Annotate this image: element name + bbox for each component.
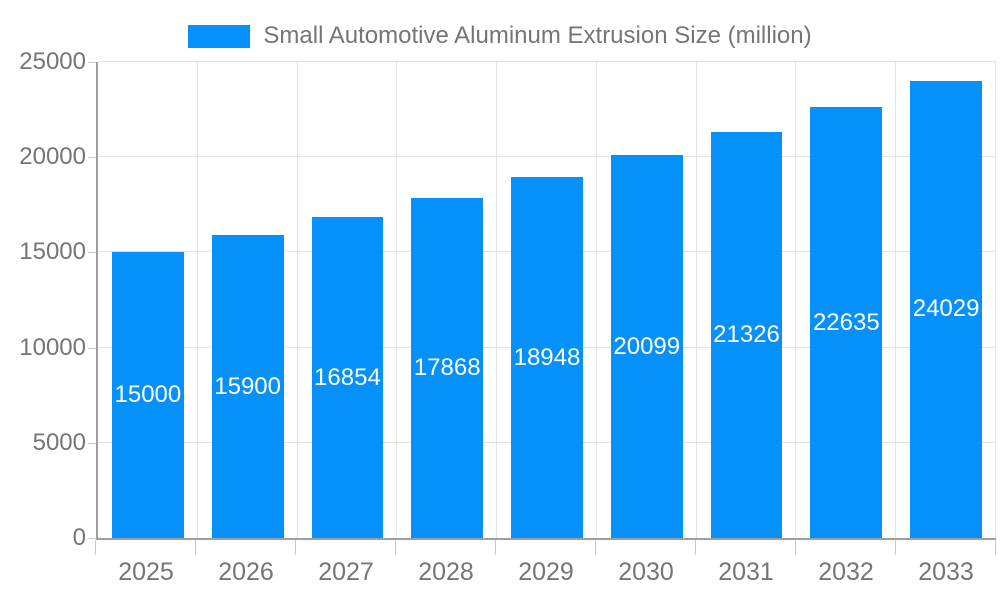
x-axis-label: 2029 [518, 558, 574, 586]
x-axis-tick [795, 540, 796, 555]
bar-slot: 15900 [198, 62, 298, 538]
x-axis-tick [695, 540, 696, 555]
grid-line-vertical [496, 62, 498, 538]
y-axis-label: 10000 [19, 333, 86, 361]
bar-value-label: 17868 [413, 353, 481, 381]
grid-line-vertical [396, 62, 398, 538]
bar[interactable]: 24029 [910, 80, 983, 538]
y-axis-label: 25000 [19, 48, 86, 75]
grid-line-vertical [995, 62, 996, 538]
grid-line-horizontal [98, 61, 996, 62]
bar[interactable]: 15900 [211, 235, 284, 538]
x-axis-tick [595, 540, 596, 555]
x-axis-label: 2033 [918, 558, 974, 586]
x-axis-label: 2028 [418, 558, 474, 586]
x-axis-label: 2030 [618, 558, 674, 586]
bar[interactable]: 21326 [710, 131, 783, 538]
x-axis-tick [95, 540, 96, 555]
bar-value-label: 24029 [912, 295, 980, 323]
bar-slot: 24029 [896, 62, 996, 538]
bar-value-label: 21326 [713, 320, 780, 348]
grid-line-vertical [895, 62, 897, 538]
y-axis-label: 0 [72, 524, 86, 551]
bar[interactable]: 15000 [111, 252, 184, 538]
grid-line-vertical [296, 62, 298, 538]
y-axis-label: 5000 [32, 428, 86, 456]
bar-slot: 18948 [497, 62, 597, 538]
y-axis-tick [88, 62, 96, 63]
grid-line-vertical [795, 62, 797, 538]
grid-line-vertical [196, 62, 198, 538]
x-axis-tick [295, 540, 296, 555]
grid-line-vertical [595, 62, 597, 538]
bar-value-label: 16854 [314, 363, 381, 391]
y-axis-tick [88, 442, 96, 444]
bar[interactable]: 18948 [511, 177, 583, 538]
y-axis-label: 20000 [19, 143, 86, 171]
y-axis-tick [88, 157, 96, 159]
legend-item[interactable]: Small Automotive Aluminum Extrusion Size… [0, 22, 1000, 50]
x-axis-label: 2027 [318, 558, 374, 586]
bar-slot: 21326 [697, 62, 797, 538]
x-axis-label: 2025 [118, 558, 174, 586]
legend-swatch-icon [188, 24, 251, 48]
bar-slot: 15000 [98, 62, 198, 538]
y-axis-tick [88, 538, 96, 539]
bar[interactable]: 17868 [411, 197, 484, 538]
bar-value-label: 15900 [214, 372, 282, 400]
bar[interactable]: 20099 [610, 155, 683, 538]
plot-area: 15000 15900 16854 17868 18948 20099 21326 22635… [96, 61, 996, 540]
x-axis-tick [195, 540, 196, 555]
legend-label: Small Automotive Aluminum Extrusion Size… [263, 22, 812, 49]
bar-slot: 20099 [597, 62, 697, 538]
x-axis-tick [395, 540, 396, 555]
y-axis-tick [88, 252, 96, 254]
x-axis-tick [995, 540, 996, 555]
bar-slot: 17868 [397, 62, 497, 538]
grid-line-horizontal [98, 156, 996, 158]
bar[interactable]: 22635 [810, 107, 883, 538]
bar-slot: 22635 [796, 62, 896, 538]
x-axis-label: 2031 [718, 558, 774, 586]
x-axis-label: 2026 [218, 558, 274, 586]
y-axis-label: 15000 [19, 238, 86, 266]
bar-value-label: 20099 [613, 332, 681, 360]
y-axis-tick [88, 347, 96, 349]
x-axis-tick [895, 540, 896, 555]
x-axis-label: 2032 [818, 558, 874, 586]
bar-value-label: 18948 [513, 343, 581, 371]
x-axis-tick [495, 540, 496, 555]
grid-line-vertical [695, 62, 697, 538]
bar-value-label: 22635 [812, 308, 880, 336]
bar-value-label: 15000 [114, 381, 182, 409]
bar-slot: 16854 [298, 62, 398, 538]
bar[interactable]: 16854 [311, 217, 384, 538]
